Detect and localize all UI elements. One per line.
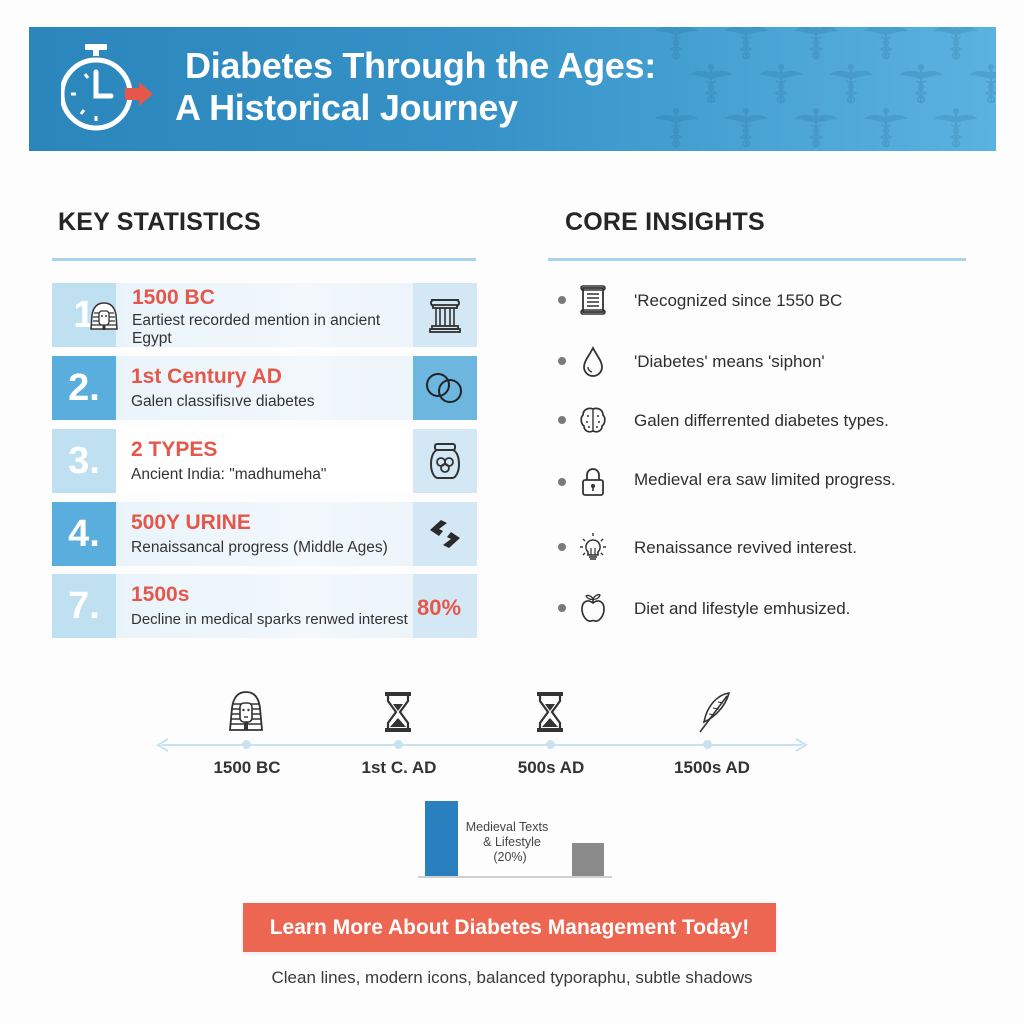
stat-number: 1 [52,283,116,347]
learn-more-button[interactable]: Learn More About Diabetes Management Tod… [243,903,776,952]
stat-description: Galen classifisıve diabetes [131,393,315,410]
annotation-line: & Lifestyle [483,835,541,849]
pharaoh-icon [90,302,118,330]
bullet [558,543,566,551]
annotation-line: (20%) [493,850,527,864]
chart-bar-2 [572,843,604,876]
bullet [558,296,566,304]
stat-side-box [413,356,477,420]
scroll-icon [580,285,606,315]
insight-text: Medieval era saw limited progress. [634,470,896,489]
core-insights-divider [548,258,966,261]
stat-description: Renaissancal progress (Middle Ages) [131,539,388,556]
insight-text: Renaissance revived interest. [634,538,858,557]
stat-row-3: 3. 2 TYPES Ancient India: "madhumeha" [52,429,477,493]
insight-text: Galen differrented diabetes types. [634,411,889,430]
caduceus-pattern-icon [656,27,996,149]
stat-side-box: 80% [413,574,477,638]
insight-item-5: Renaissance revived interest. [558,531,857,563]
stat-title: 1st Century AD [131,365,282,388]
stat-percentage: 80% [416,595,462,620]
stat-row-1: 1 1500 BC Eartiest recorded mention in a… [52,283,477,347]
stat-side-box [413,502,477,566]
stat-title: 500Y URINE [131,511,251,534]
core-insights-heading: CORE INSIGHTS [565,208,765,236]
page-title: Diabetes Through the Ages: A Historical … [175,45,656,129]
column-icon [429,299,461,333]
stat-number: 7. [52,574,116,638]
insight-item-4: Medieval era saw limited progress. [558,466,896,498]
insight-text: 'Diabetes' means 'siphon' [634,352,825,371]
brain-icon [580,407,606,433]
key-statistics-heading: KEY STATISTICS [58,208,261,236]
footer-note: Clean lines, modern icons, balanced typo… [271,968,753,987]
stat-title: 1500 BC [132,286,215,309]
stat-description: Ancient India: "madhumeha" [131,466,327,483]
quill-icon [699,692,731,733]
timeline-left-arrow-icon [156,738,169,752]
lightbulb-icon [580,533,606,560]
timeline-dot [394,740,403,749]
key-statistics-divider [52,258,476,261]
timeline-label: 1500 BC [213,758,281,777]
insight-item-6: Diet and lifestyle emhusized. [558,592,850,624]
header-banner: Diabetes Through the Ages: A Historical … [29,27,996,151]
hourglass-icon [385,692,411,732]
stat-title: 2 TYPES [131,438,218,461]
bullet [558,416,566,424]
apple-icon [581,593,605,622]
stat-side-box [413,429,477,493]
stat-number: 3. [52,429,116,493]
insight-item-1: 'Recognized since 1550 BC [558,284,842,316]
bullet [558,357,566,365]
drop-icon [583,345,603,377]
insight-text: Diet and lifestyle emhusized. [634,599,851,618]
stat-description: Decline in medical sparks renwed interes… [131,611,408,628]
chart-annotation: Medieval Texts & Lifestyle (20%) [462,820,552,865]
timeline-axis [162,744,802,746]
swap-arrows-icon [430,520,460,548]
stat-row-5: 7. 1500s Decline in medical sparks renwe… [52,574,477,638]
lock-icon [582,468,604,496]
timeline-dot [242,740,251,749]
timeline-label: 500s AD [517,758,585,777]
bullet [558,478,566,486]
stat-row-2: 2. 1st Century AD Galen classifisıve dia… [52,356,477,420]
chart-bar-1 [425,801,458,876]
title-line-1: Diabetes Through the Ages: [185,45,656,86]
overlapping-circles-icon [426,373,462,403]
timeline-label: 1500s AD [674,758,750,777]
chart-baseline [418,876,612,878]
timeline-right-arrow-icon [795,738,808,752]
annotation-line: Medieval Texts [465,820,549,834]
stat-row-4: 4. 500Y URINE Renaissancal progress (Mid… [52,502,477,566]
stat-side-box [413,283,477,347]
timeline-dot [703,740,712,749]
stat-number: 2. [52,356,116,420]
insight-text: 'Recognized since 1550 BC [634,291,843,310]
hourglass-icon [537,692,563,732]
stopwatch-arrow-icon [61,44,153,131]
stat-title: 1500s [131,583,190,606]
insight-item-2: 'Diabetes' means 'siphon' [558,345,825,377]
timeline-dot [546,740,555,749]
title-line-2: A Historical Journey [175,87,518,128]
stat-number: 4. [52,502,116,566]
stat-description: Eartiest recorded mention in ancient Egy… [132,312,381,347]
insight-item-3: Galen differrented diabetes types. [558,404,889,436]
bullet [558,604,566,612]
timeline-label: 1st C. AD [361,758,437,777]
honey-jar-icon [430,443,460,479]
pharaoh-icon [229,691,263,731]
